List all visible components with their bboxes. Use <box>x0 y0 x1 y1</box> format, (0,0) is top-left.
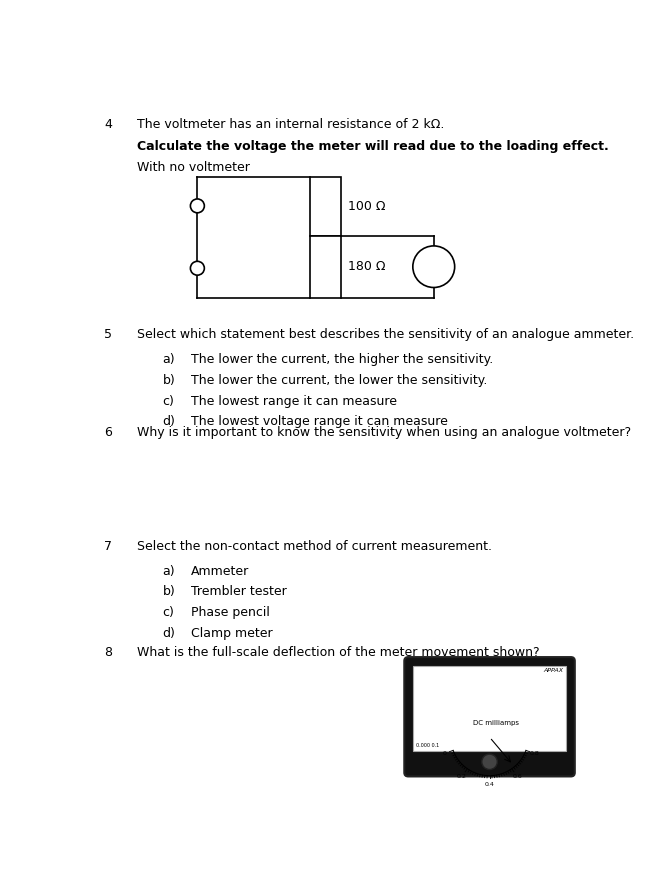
Text: What is the full-scale deflection of the meter movement shown?: What is the full-scale deflection of the… <box>137 647 539 659</box>
Text: 5: 5 <box>104 328 112 341</box>
Text: 0.8: 0.8 <box>530 751 539 756</box>
Circle shape <box>190 199 204 213</box>
Text: Select which statement best describes the sensitivity of an analogue ammeter.: Select which statement best describes th… <box>137 328 634 341</box>
Text: 0: 0 <box>443 751 447 756</box>
Text: 0.6: 0.6 <box>512 774 522 779</box>
Text: 100 Ω: 100 Ω <box>349 200 386 213</box>
Text: 0.4: 0.4 <box>485 782 495 788</box>
Text: DC milliamps: DC milliamps <box>472 720 519 726</box>
Text: 7: 7 <box>104 540 112 553</box>
FancyBboxPatch shape <box>404 657 575 776</box>
Text: APPAX: APPAX <box>543 668 563 673</box>
Circle shape <box>190 262 204 275</box>
Text: Trembler tester: Trembler tester <box>191 585 287 598</box>
Text: The lower the current, the higher the sensitivity.: The lower the current, the higher the se… <box>191 353 493 366</box>
Text: Clamp meter: Clamp meter <box>191 627 273 640</box>
Text: The voltmeter has an internal resistance of 2 kΩ.: The voltmeter has an internal resistance… <box>137 118 445 131</box>
Text: c): c) <box>162 606 175 620</box>
Text: With no voltmeter: With no voltmeter <box>137 161 250 174</box>
Text: b): b) <box>162 374 175 387</box>
Text: 6: 6 <box>104 426 112 439</box>
Text: a): a) <box>162 564 175 578</box>
Bar <box>310 236 341 298</box>
Circle shape <box>413 246 455 288</box>
Text: Calculate the voltage the meter will read due to the loading effect.: Calculate the voltage the meter will rea… <box>137 140 609 152</box>
Text: 8: 8 <box>104 647 112 659</box>
Circle shape <box>482 754 497 769</box>
Text: Ammeter: Ammeter <box>191 564 249 578</box>
Text: The lowest voltage range it can measure: The lowest voltage range it can measure <box>191 416 448 428</box>
Text: 4: 4 <box>104 118 112 131</box>
Text: d): d) <box>162 627 175 640</box>
Text: a): a) <box>162 353 175 366</box>
Text: Why is it important to know the sensitivity when using an analogue voltmeter?: Why is it important to know the sensitiv… <box>137 426 631 439</box>
Text: The lower the current, the lower the sensitivity.: The lower the current, the lower the sen… <box>191 374 487 387</box>
Text: Phase pencil: Phase pencil <box>191 606 270 620</box>
Text: 0.000 0.1: 0.000 0.1 <box>416 743 439 748</box>
Text: Select the non-contact method of current measurement.: Select the non-contact method of current… <box>137 540 492 553</box>
Text: The lowest range it can measure: The lowest range it can measure <box>191 395 397 408</box>
Text: 180 Ω: 180 Ω <box>349 260 386 273</box>
Bar <box>310 177 341 236</box>
Text: V: V <box>429 260 439 273</box>
Bar <box>413 666 567 751</box>
Text: b): b) <box>162 585 175 598</box>
Text: 0.2: 0.2 <box>457 774 467 779</box>
Text: c): c) <box>162 395 175 408</box>
Text: d): d) <box>162 416 175 428</box>
